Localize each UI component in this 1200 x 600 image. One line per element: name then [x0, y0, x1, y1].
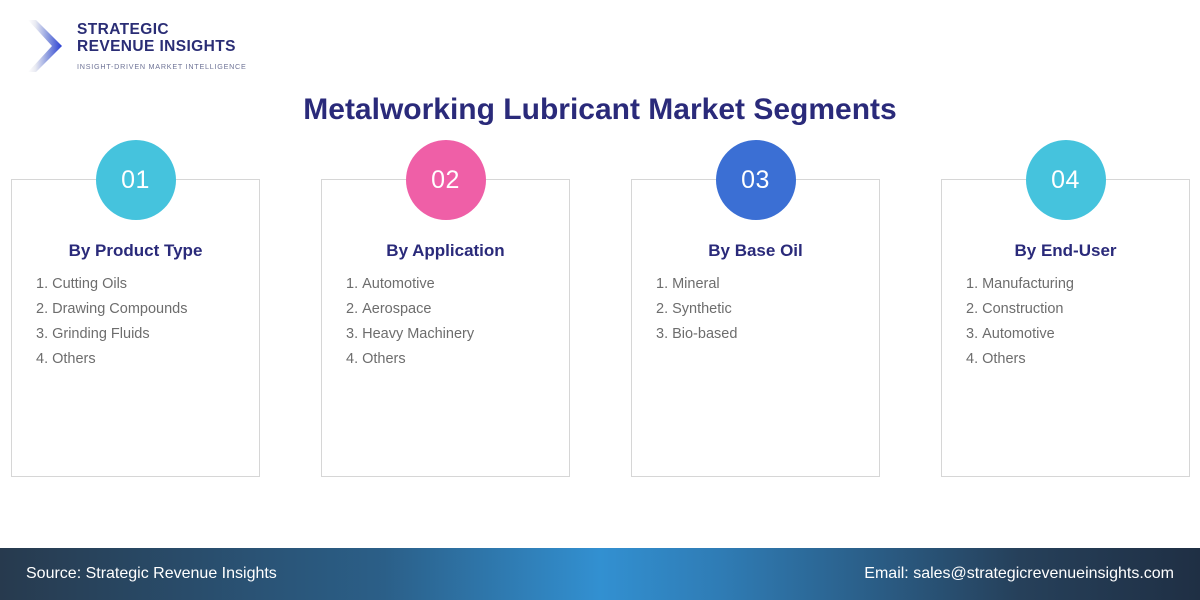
footer-bar: Source: Strategic Revenue Insights Email…	[0, 548, 1200, 600]
brand-logo-text: STRATEGIC REVENUE INSIGHTS INSIGHT-DRIVE…	[77, 21, 247, 71]
segment-card-base-oil: 03 By Base Oil 1. Mineral 2. Synthetic 3. B…	[631, 140, 880, 477]
list-item-label: Others	[52, 351, 96, 367]
list-item: 3. Grinding Fluids	[36, 326, 150, 342]
list-item: 3. Automotive	[966, 326, 1055, 342]
segment-heading-product-type: By Product Type	[68, 241, 203, 260]
list-item-label: Aerospace	[362, 301, 432, 317]
list-item: 4. Others	[36, 351, 96, 367]
list-item: 2. Synthetic	[656, 301, 732, 317]
list-item: 1. Cutting Oils	[36, 276, 128, 292]
list-item-label: Drawing Compounds	[52, 301, 188, 317]
list-item-label: Heavy Machinery	[362, 326, 475, 342]
list-item-label: Others	[362, 351, 406, 367]
list-item-label: Grinding Fluids	[52, 326, 150, 342]
list-item: 3. Heavy Machinery	[346, 326, 475, 342]
brand-name-line1: STRATEGIC	[77, 21, 170, 38]
list-item: 3. Bio-based	[656, 326, 738, 342]
segment-badge-03: 03	[715, 140, 796, 220]
segment-card-product-type: 01 By Product Type 1. Cutting Oils 2. Draw…	[11, 140, 260, 477]
list-item-label: Bio-based	[672, 326, 738, 342]
list-item: 1. Mineral	[656, 276, 720, 292]
footer-email[interactable]: Email: sales@strategicrevenueinsights.co…	[864, 565, 1174, 582]
segment-heading-base-oil: By Base Oil	[708, 241, 803, 260]
brand-tagline: INSIGHT-DRIVEN MARKET INTELLIGENCE	[77, 62, 247, 71]
list-item-label: Cutting Oils	[52, 276, 128, 292]
list-item: 1. Manufacturing	[966, 276, 1074, 292]
segment-heading-application: By Application	[386, 241, 505, 260]
list-item-label: Construction	[982, 301, 1064, 317]
list-item-label: Manufacturing	[982, 276, 1074, 292]
segment-list-application: 1. Automotive 2. Aerospace 3. Heavy Machine…	[346, 272, 559, 372]
list-item: 2. Construction	[966, 301, 1064, 317]
page-title: Metalworking Lubricant Market Segments	[303, 93, 897, 126]
list-item-label: Synthetic	[672, 301, 732, 317]
list-item-label: Automotive	[362, 276, 435, 292]
list-item: 2. Drawing Compounds	[36, 301, 188, 317]
list-item-label: Mineral	[672, 276, 720, 292]
segment-heading-end-user: By End-User	[1014, 241, 1117, 260]
list-item-label: Automotive	[982, 326, 1055, 342]
chevron-right-gradient-icon	[28, 20, 62, 72]
brand-name-line2: REVENUE INSIGHTS	[77, 38, 236, 55]
segment-list-product-type: 1. Cutting Oils 2. Drawing Compounds 3. Gri…	[36, 272, 249, 372]
segment-list-base-oil: 1. Mineral 2. Synthetic 3. Bio-based	[656, 272, 869, 347]
list-item: 4. Others	[966, 351, 1026, 367]
brand-logo: STRATEGIC REVENUE INSIGHTS INSIGHT-DRIVE…	[22, 18, 247, 74]
segment-list-end-user: 1. Manufacturing 2. Construction 3. Automot…	[966, 272, 1179, 372]
segment-badge-02: 02	[405, 140, 486, 220]
list-item: 4. Others	[346, 351, 406, 367]
list-item-label: Others	[982, 351, 1026, 367]
footer-source: Source: Strategic Revenue Insights	[26, 565, 277, 582]
list-item: 1. Automotive	[346, 276, 435, 292]
segment-card-end-user: 04 By End-User 1. Manufacturing 2. Constru…	[941, 140, 1190, 477]
segment-card-application: 02 By Application 1. Automotive 2. Aerospa…	[321, 140, 570, 477]
segment-badge-04: 04	[1025, 140, 1106, 220]
list-item: 2. Aerospace	[346, 301, 432, 317]
segment-badge-01: 01	[95, 140, 176, 220]
segment-cards-row: 01 By Product Type 1. Cutting Oils 2. Draw…	[11, 140, 1190, 477]
